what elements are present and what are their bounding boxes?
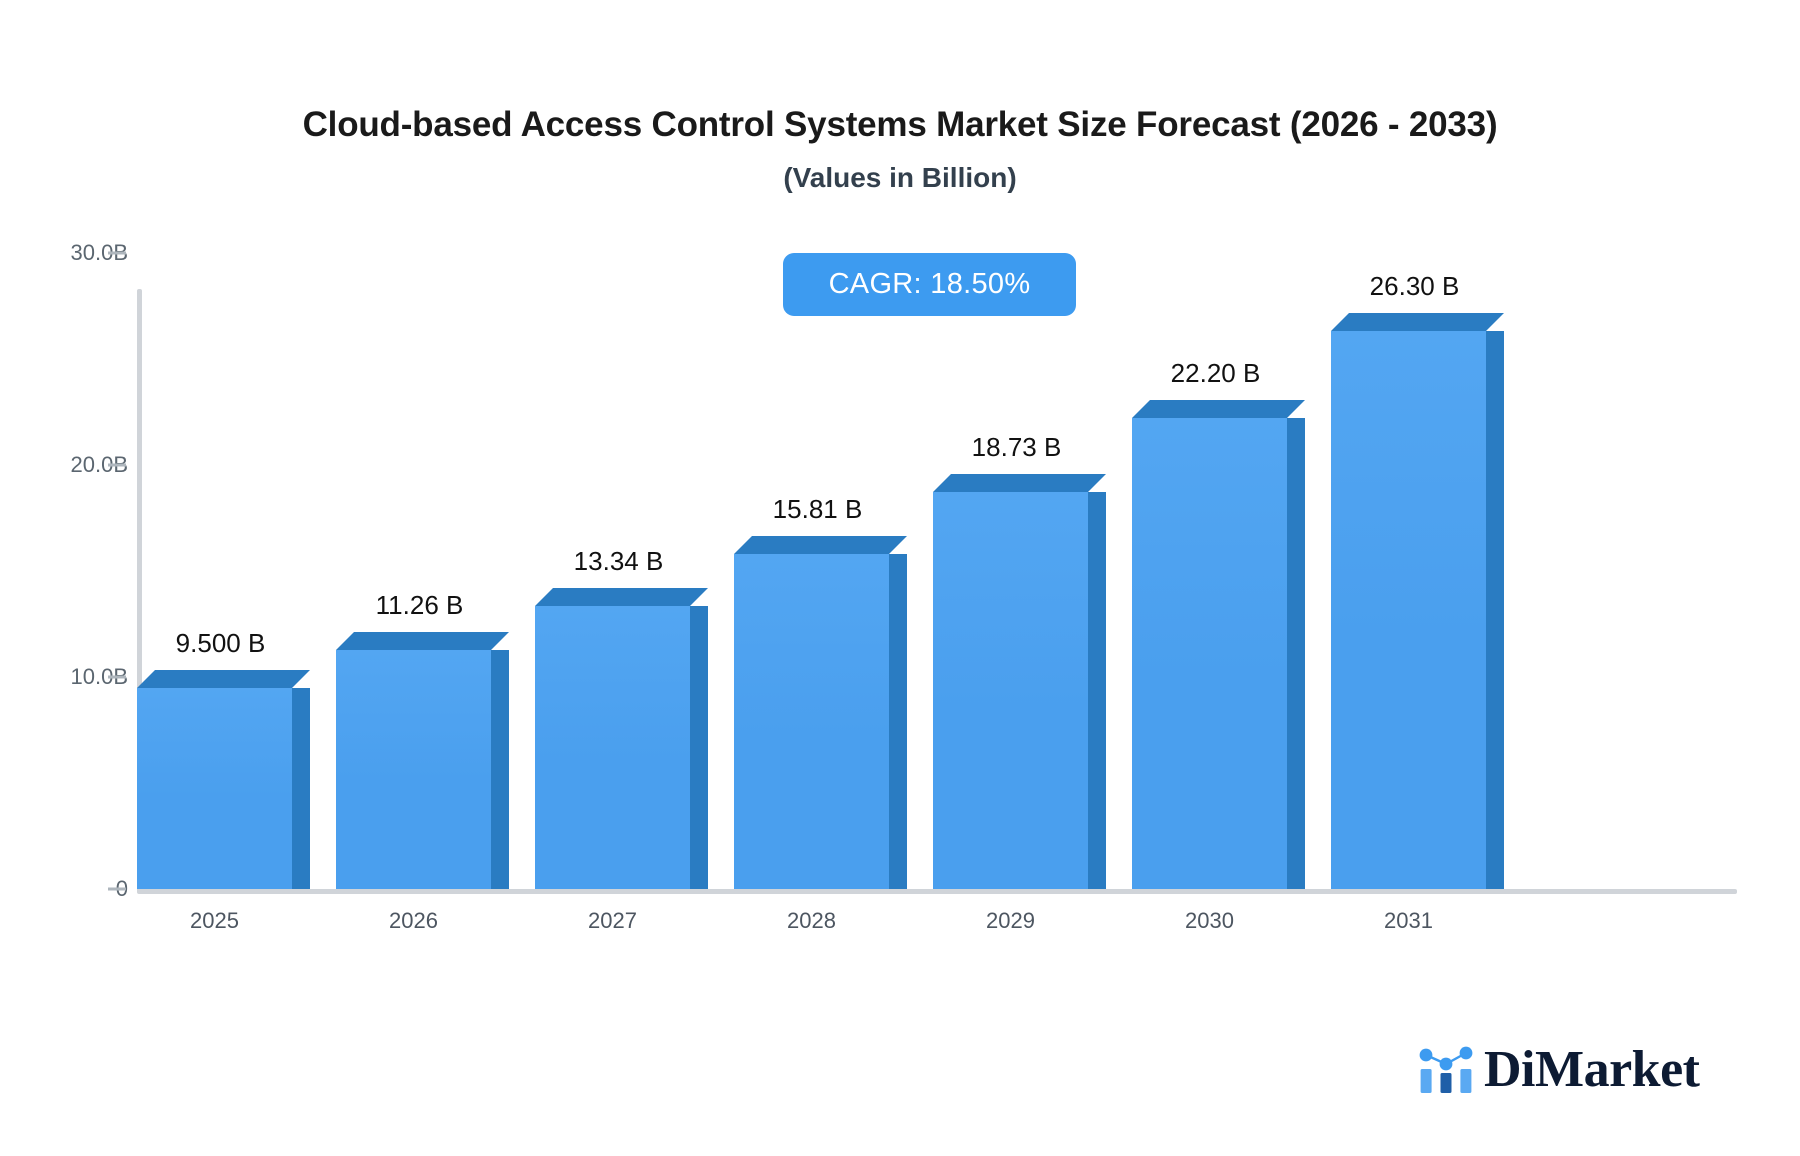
cagr-badge-label: CAGR: 18.50% — [828, 268, 1031, 300]
bar-chart-logo-icon — [1419, 1046, 1473, 1093]
bar-side-face — [491, 650, 509, 889]
bar-top-face — [1132, 400, 1305, 419]
bar-value-label: 11.26 B — [375, 590, 464, 621]
bar-top-face — [336, 632, 509, 651]
bar-front-face — [1331, 331, 1486, 889]
bar-front-face — [933, 491, 1088, 889]
bar-front-face — [336, 650, 491, 889]
bar-2030[interactable] — [1132, 400, 1305, 889]
chart-subtitle: (Values in Billion) — [783, 162, 1017, 193]
bar-value-label: 15.81 B — [772, 493, 863, 524]
bar-side-face — [292, 687, 310, 889]
bar-value-label: 26.30 B — [1369, 271, 1460, 302]
bar-value-label: 9.500 B — [175, 627, 266, 658]
bar-side-face — [1088, 491, 1106, 889]
x-tick-2025: 2025 — [190, 908, 239, 933]
bar-side-face — [889, 553, 907, 889]
bar-front-face — [137, 687, 292, 889]
bar-2031[interactable] — [1331, 313, 1504, 889]
cagr-badge: CAGR: 18.50% — [783, 253, 1076, 316]
y-tick-mark-10 — [108, 675, 126, 679]
bar-2027[interactable] — [535, 588, 708, 889]
bar-side-face — [690, 606, 708, 889]
bar-top-face — [137, 669, 310, 688]
y-tick-mark-0 — [108, 887, 126, 891]
y-axis-line — [137, 289, 142, 893]
bar-value-label: 13.34 B — [573, 546, 664, 577]
bar-value-label: 22.20 B — [1170, 358, 1261, 389]
x-tick-2026: 2026 — [389, 908, 438, 933]
bar-side-face — [1287, 418, 1305, 889]
y-tick-mark-20 — [108, 463, 126, 467]
bar-2029[interactable] — [933, 473, 1106, 889]
dimarket-logo: DiMarket — [1418, 1041, 1700, 1098]
bar-front-face — [535, 606, 690, 889]
bar-2026[interactable] — [336, 632, 509, 889]
title-block: Cloud-based Access Control Systems Marke… — [0, 104, 1800, 195]
y-tick-mark-30 — [108, 251, 126, 255]
x-tick-2030: 2030 — [1185, 908, 1234, 933]
bar-top-face — [535, 588, 708, 607]
x-tick-2029: 2029 — [986, 908, 1035, 933]
bar-value-label: 18.73 B — [971, 431, 1062, 462]
bar-2025[interactable] — [137, 669, 310, 889]
x-axis-line — [137, 889, 1737, 894]
chart-title: Cloud-based Access Control Systems Marke… — [302, 105, 1498, 144]
bar-2028[interactable] — [734, 535, 907, 889]
bar-top-face — [933, 473, 1106, 492]
bar-front-face — [734, 553, 889, 889]
dimarket-logo-text: DiMarket — [1484, 1041, 1700, 1098]
bar-top-face — [734, 535, 907, 554]
x-tick-2031: 2031 — [1384, 908, 1433, 933]
x-tick-2028: 2028 — [787, 908, 836, 933]
x-tick-2027: 2027 — [588, 908, 637, 933]
bar-side-face — [1486, 331, 1504, 889]
bar-front-face — [1132, 418, 1287, 889]
bar-top-face — [1331, 313, 1504, 332]
